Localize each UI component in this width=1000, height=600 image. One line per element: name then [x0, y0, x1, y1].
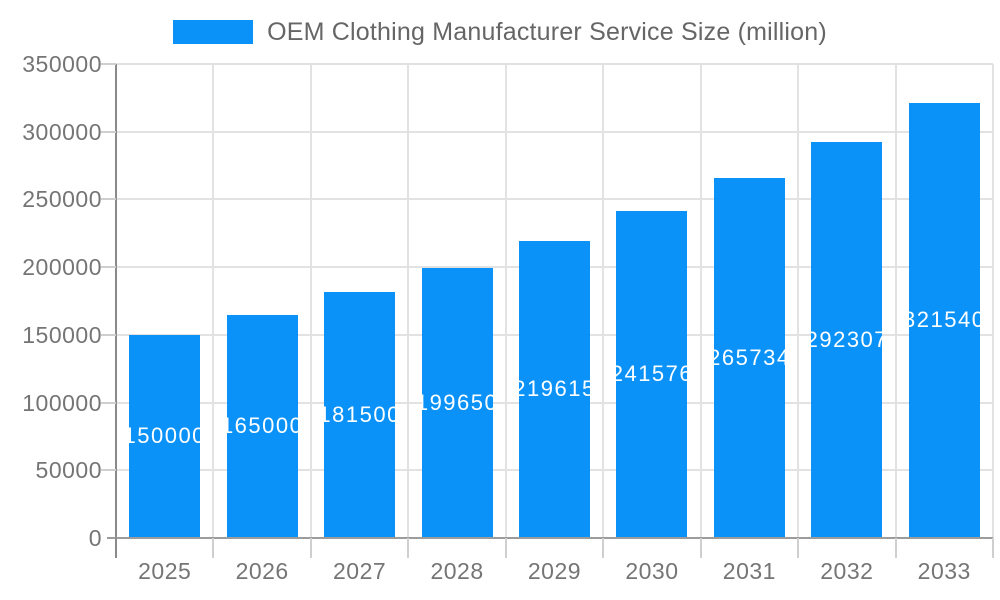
bar-2029: 219615 [519, 240, 590, 538]
y-gridline [116, 130, 993, 133]
x-tick-mark [602, 538, 605, 558]
y-tick-mark [101, 130, 116, 133]
y-tick-mark [101, 266, 116, 269]
x-tick-label: 2028 [430, 558, 484, 584]
y-tick-mark [101, 333, 116, 336]
y-tick-mark [101, 401, 116, 404]
legend-swatch [173, 20, 254, 44]
y-tick-label: 300000 [22, 118, 102, 145]
x-tick-mark [797, 538, 800, 558]
x-gridline [699, 64, 702, 538]
x-gridline [894, 64, 897, 538]
y-tick-label: 0 [88, 525, 102, 551]
chart-title: OEM Clothing Manufacturer Service Size (… [267, 17, 827, 46]
x-gridline [504, 64, 507, 538]
bar-2028: 199650 [421, 267, 493, 538]
y-tick-mark [101, 63, 116, 65]
x-gridline [309, 64, 312, 538]
y-gridline [116, 198, 993, 201]
y-gridline [116, 63, 993, 65]
y-tick-label: 100000 [22, 389, 102, 416]
y-tick-label: 250000 [22, 186, 102, 213]
x-tick-mark [894, 538, 897, 558]
bar-2032: 292307 [811, 142, 883, 538]
x-tick-label: 2027 [333, 558, 387, 584]
bar-value-label: 265734 [713, 345, 785, 371]
x-axis-line [107, 537, 993, 539]
x-tick-label: 2033 [917, 558, 971, 584]
x-gridline [602, 64, 605, 538]
bar-value-label: 181500 [324, 402, 396, 428]
x-tick-label: 2029 [527, 558, 582, 584]
x-tick-mark [699, 538, 702, 558]
legend: OEM Clothing Manufacturer Service Size (… [0, 18, 1000, 46]
bar-2033: 321540 [908, 102, 980, 538]
bar-value-label: 219615 [519, 376, 590, 402]
x-tick-mark [212, 538, 215, 558]
x-gridline [992, 64, 994, 538]
bar-2030: 241576 [616, 210, 688, 538]
bar-2025: 150000 [129, 334, 201, 538]
y-tick-mark [101, 469, 116, 472]
y-tick-label: 350000 [22, 51, 102, 77]
bar-value-label: 165000 [226, 413, 298, 439]
x-tick-label: 2032 [820, 558, 874, 584]
bar-value-label: 321540 [908, 307, 980, 333]
y-tick-label: 150000 [22, 321, 102, 348]
x-tick-mark [309, 538, 312, 558]
bar-2026: 165000 [226, 314, 298, 538]
bar-2027: 181500 [324, 292, 396, 538]
x-tick-label: 2026 [235, 558, 289, 584]
x-tick-mark [992, 538, 994, 558]
bar-2031: 265734 [713, 178, 785, 538]
x-tick-label: 2030 [625, 558, 679, 584]
x-gridline [212, 64, 215, 538]
x-gridline [407, 64, 410, 538]
y-tick-label: 200000 [22, 254, 102, 281]
y-tick-mark [101, 198, 116, 201]
x-tick-label: 2025 [138, 558, 192, 584]
plot-area: 150000 165000 181500 199650 219615 241576 2657… [116, 63, 994, 538]
y-tick-label: 50000 [35, 457, 102, 484]
bar-value-label: 241576 [616, 361, 688, 387]
x-tick-mark [504, 538, 507, 558]
x-tick-mark [115, 538, 117, 558]
y-axis-line [115, 64, 117, 558]
bar-value-label: 150000 [129, 423, 201, 449]
x-tick-mark [407, 538, 410, 558]
bar-value-label: 292307 [811, 327, 883, 353]
x-gridline [797, 64, 800, 538]
bar-value-label: 199650 [421, 389, 493, 415]
x-tick-label: 2031 [722, 558, 776, 584]
